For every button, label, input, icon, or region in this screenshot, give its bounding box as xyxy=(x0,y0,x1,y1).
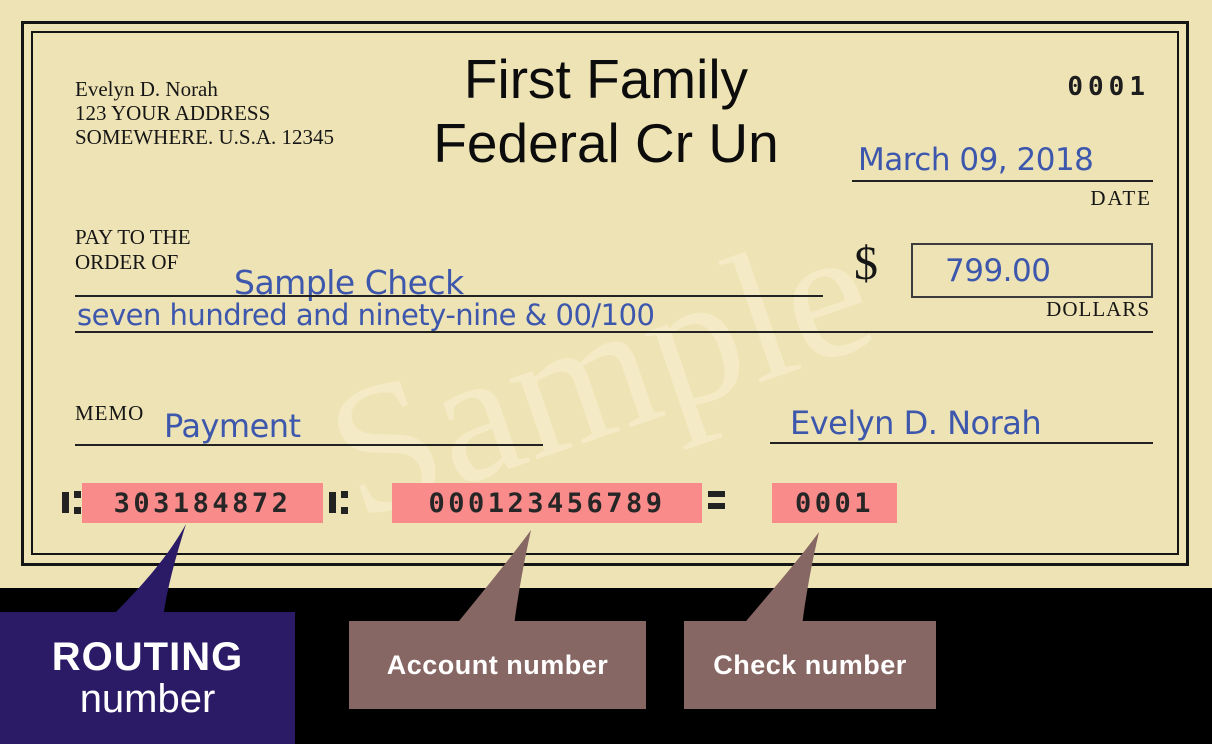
payer-address-block: Evelyn D. Norah 123 YOUR ADDRESS SOMEWHE… xyxy=(75,77,334,149)
memo-label: MEMO xyxy=(75,401,145,425)
check-inner-border xyxy=(31,31,1179,555)
payer-address-line2: SOMEWHERE. U.S.A. 12345 xyxy=(75,125,335,149)
check-outer-border xyxy=(21,21,1189,566)
micr-check-number-highlight: 0001 xyxy=(772,483,897,523)
payer-address-line1: 123 YOUR ADDRESS xyxy=(75,101,271,125)
payee-underline xyxy=(75,295,823,297)
check-callout-label: Check number xyxy=(713,649,907,680)
amount-box xyxy=(911,243,1153,298)
pay-to-label: PAY TO THE ORDER OF xyxy=(75,225,191,275)
micr-onus-icon xyxy=(708,491,725,509)
payer-name: Evelyn D. Norah xyxy=(75,77,218,101)
routing-callout-line1: ROUTING xyxy=(51,635,244,679)
micr-account-number-highlight: 000123456789 xyxy=(392,483,702,523)
date-label: DATE xyxy=(1090,186,1152,210)
memo-underline xyxy=(75,444,543,446)
bank-name-line1: First Family xyxy=(463,48,749,110)
date-underline xyxy=(852,180,1153,182)
pay-to-label-line1: PAY TO THE xyxy=(75,225,191,249)
micr-transit-icon xyxy=(329,490,348,514)
amount-words-underline xyxy=(75,331,1153,333)
amount-words-value: seven hundred and ninety-nine & 00/100 xyxy=(77,298,655,332)
signature-value: Evelyn D. Norah xyxy=(790,404,1042,442)
signature-underline xyxy=(770,442,1153,444)
bank-name-line2: Federal Cr Un xyxy=(433,112,779,174)
memo-value: Payment xyxy=(164,407,301,445)
bank-name: First Family Federal Cr Un xyxy=(366,47,846,175)
amount-value: 799.00 xyxy=(945,253,1051,289)
routing-callout-line2: number xyxy=(79,677,216,721)
account-callout-label: Account number xyxy=(386,649,609,680)
account-number-callout: Account number xyxy=(349,621,646,709)
routing-number-callout: ROUTING number xyxy=(0,612,295,744)
dollars-label: DOLLARS xyxy=(1046,297,1150,321)
pay-to-label-line2: ORDER OF xyxy=(75,250,179,274)
currency-symbol: $ xyxy=(854,237,878,290)
check-number-top: 0001 xyxy=(1067,72,1150,102)
micr-routing-number-highlight: 303184872 xyxy=(82,483,323,523)
date-value: March 09, 2018 xyxy=(858,142,1094,178)
check-number-callout: Check number xyxy=(684,621,936,709)
micr-transit-icon xyxy=(62,490,81,514)
